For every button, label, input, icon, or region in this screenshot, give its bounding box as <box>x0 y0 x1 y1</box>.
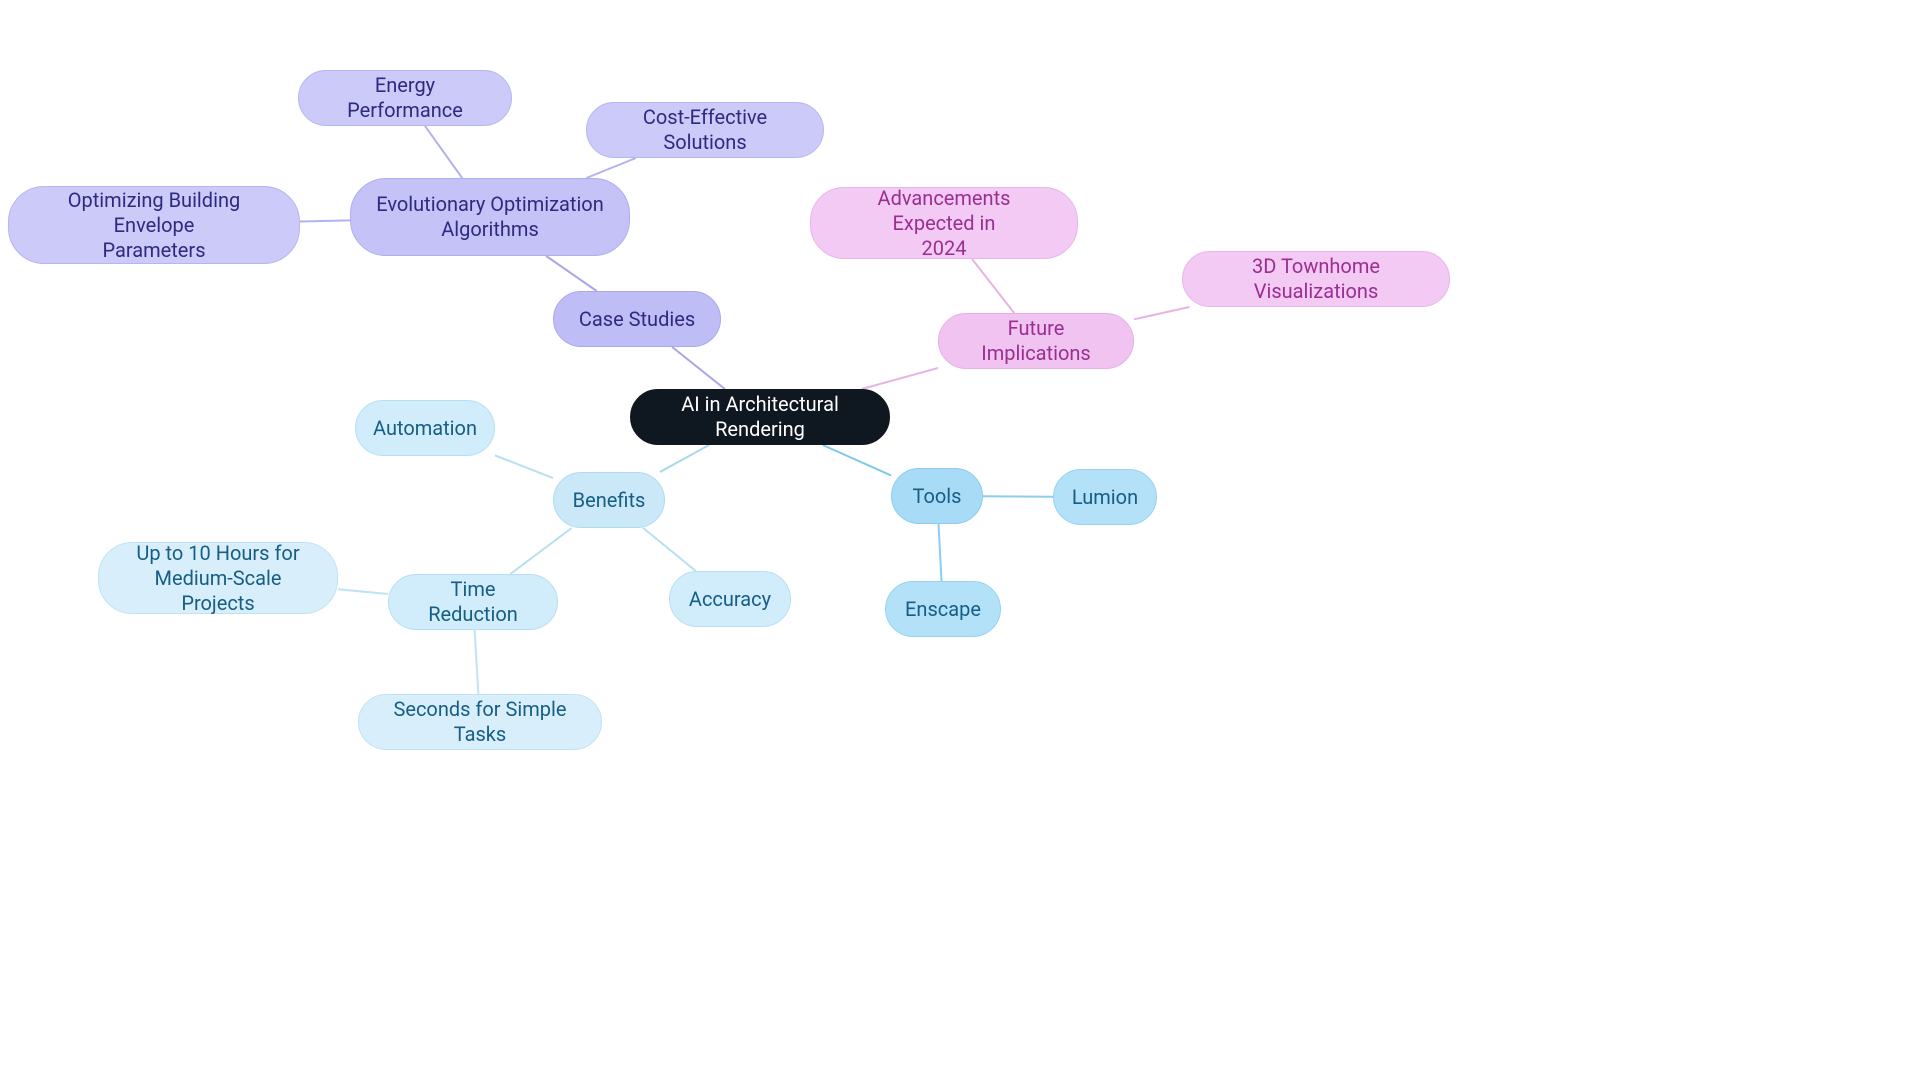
edge-tools-enscape <box>938 524 941 581</box>
node-advance: Advancements Expected in 2024 <box>810 187 1078 259</box>
node-root: AI in Architectural Rendering <box>630 389 890 445</box>
node-enscape: Enscape <box>885 581 1001 637</box>
node-evo: Evolutionary Optimization Algorithms <box>350 178 630 256</box>
mindmap-canvas: AI in Architectural Rendering Case Studie… <box>0 0 1920 1083</box>
node-hours: Up to 10 Hours for Medium-Scale Projects <box>98 542 338 614</box>
node-timered: Time Reduction <box>388 574 558 630</box>
node-cost: Cost-Effective Solutions <box>586 102 824 158</box>
edge-future-townhome <box>1134 307 1190 319</box>
node-case: Case Studies <box>553 291 721 347</box>
node-energy: Energy Performance <box>298 70 512 126</box>
edge-benefits-accuracy <box>643 528 696 571</box>
edge-root-case <box>672 347 725 389</box>
node-accuracy: Accuracy <box>669 571 791 627</box>
node-envelope: Optimizing Building Envelope Parameters <box>8 186 300 264</box>
edge-timered-seconds <box>475 630 479 694</box>
node-future: Future Implications <box>938 313 1134 369</box>
edge-case-evo <box>546 256 596 291</box>
edge-timered-hours <box>338 589 388 594</box>
node-lumion: Lumion <box>1053 469 1157 525</box>
edge-root-benefits <box>660 445 709 472</box>
edge-evo-envelope <box>300 220 350 221</box>
node-townhome: 3D Townhome Visualizations <box>1182 251 1450 307</box>
edge-benefits-timered <box>510 528 571 574</box>
node-tools: Tools <box>891 468 983 524</box>
edge-root-tools <box>823 445 891 475</box>
node-benefits: Benefits <box>553 472 665 528</box>
node-seconds: Seconds for Simple Tasks <box>358 694 602 750</box>
edge-future-advance <box>972 259 1014 313</box>
edge-root-future <box>862 368 938 389</box>
node-automation: Automation <box>355 400 495 456</box>
edge-benefits-automation <box>495 455 553 478</box>
edge-evo-energy <box>425 126 462 178</box>
edge-evo-cost <box>586 158 635 178</box>
